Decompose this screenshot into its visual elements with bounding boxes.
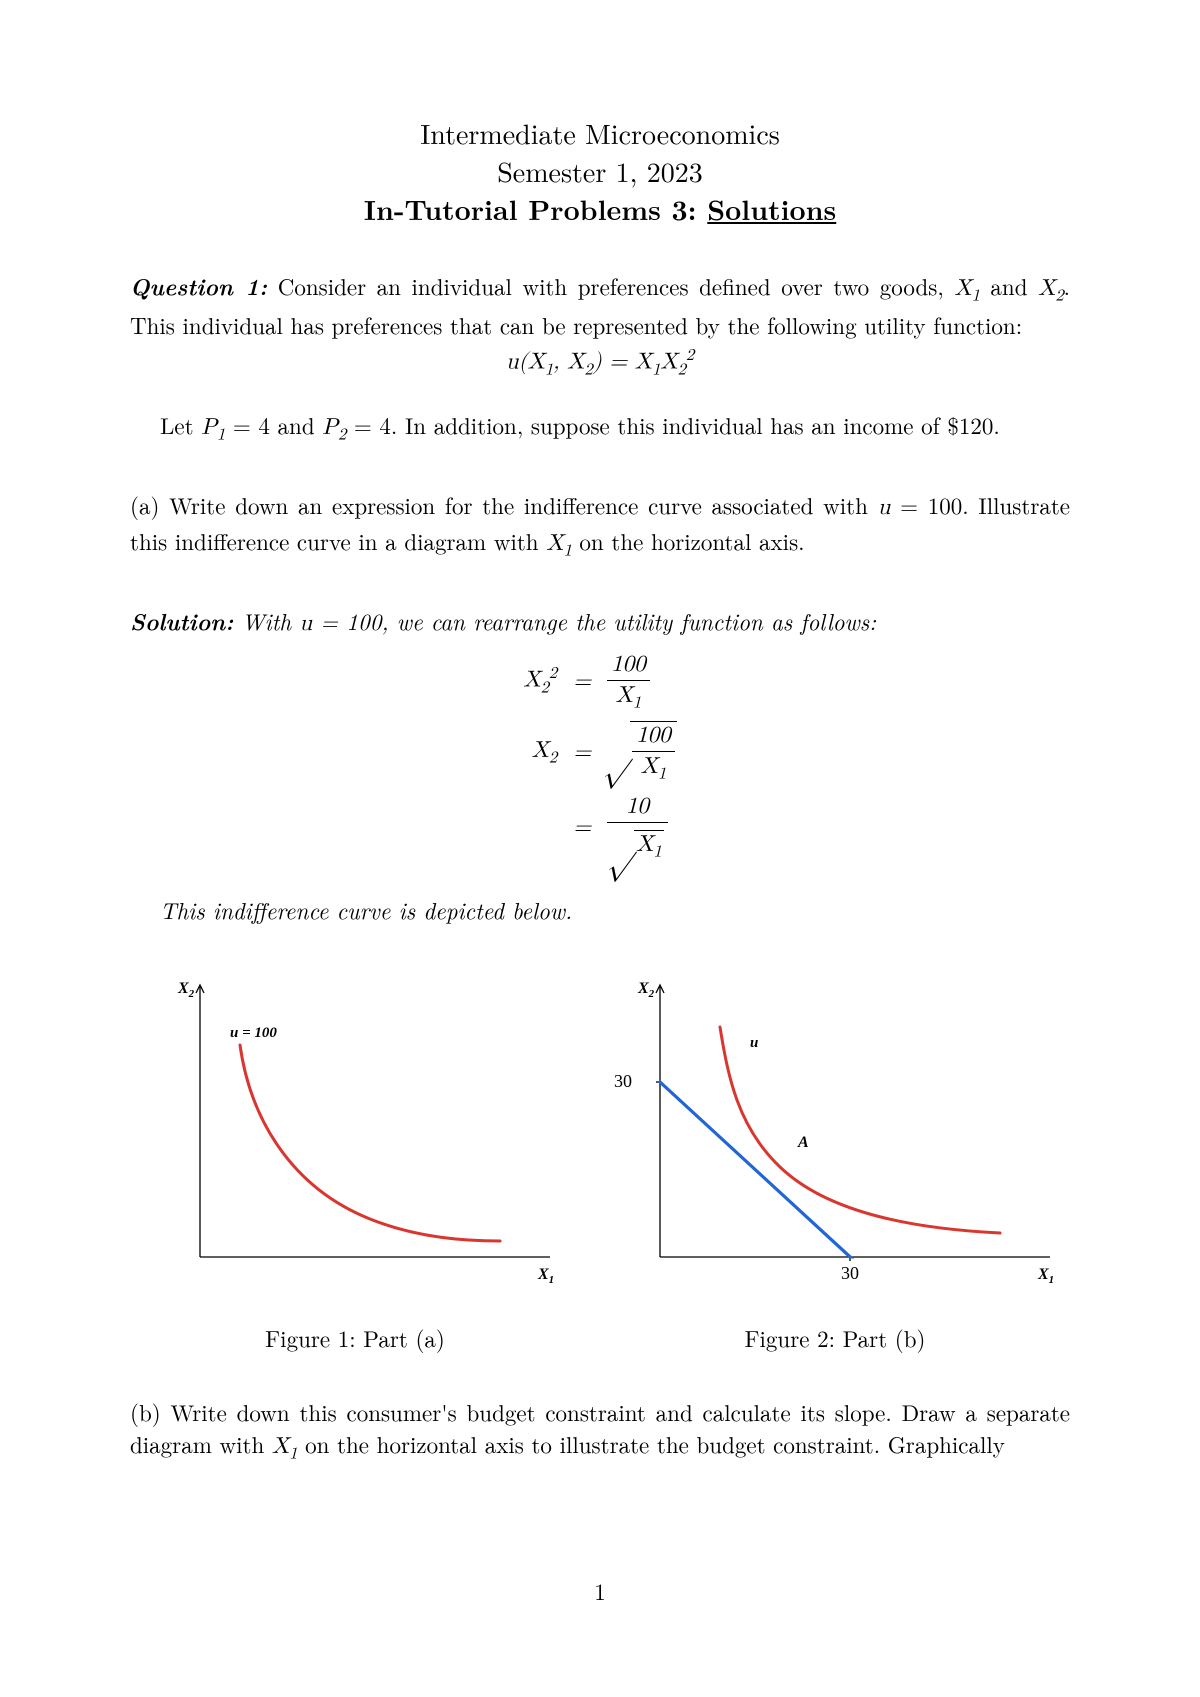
solution-paragraph: Solution: With u = 100, we can rearrange…	[130, 605, 1070, 640]
fig1-y-label: X2	[177, 980, 195, 1000]
title-line-2: Semester 1, 2023	[130, 153, 1070, 191]
deriv-rhs1: 100X1	[601, 647, 683, 718]
derivation-table: X22 = 100X1 X2 = √100X1 = 10√X1	[517, 647, 682, 867]
var-x2: X2	[1038, 277, 1064, 300]
let-line: Let P1 = 4 and P2 = 4. In addition, supp…	[130, 409, 1070, 448]
deriv-lhs2: X2	[517, 717, 563, 789]
utility-eq: u(X1, X2) = X1X22	[506, 347, 694, 380]
page: Intermediate Microeconomics Semester 1, …	[0, 0, 1200, 1697]
eq-sign: =	[563, 789, 601, 867]
figure-1-cell: X2 X1 u = 100 Figure 1: Part (a)	[130, 967, 580, 1354]
figure-1-svg: X2 X1 u = 100	[140, 967, 570, 1297]
fig2-point-a-label: A	[797, 1134, 809, 1151]
deriv-rhs2: √100X1	[601, 717, 683, 789]
title-prefix: In-Tutorial Problems 3:	[364, 189, 708, 229]
derivation-equations: X22 = 100X1 X2 = √100X1 = 10√X1	[130, 647, 1070, 867]
document-header: Intermediate Microeconomics Semester 1, …	[130, 115, 1070, 228]
title-line-3: In-Tutorial Problems 3: Solutions	[130, 191, 1070, 229]
solution-text: With u = 100, we can rearrange the utili…	[233, 604, 876, 637]
figures-row: X2 X1 u = 100 Figure 1: Part (a) X2 X1 3…	[130, 967, 1070, 1354]
fig2-x-label: X1	[1037, 1266, 1054, 1286]
fig1-curve-label: u = 100	[230, 1025, 277, 1041]
eq-sign: =	[563, 717, 601, 789]
fig2-y-label: X2	[637, 980, 655, 1000]
figure-2-cell: X2 X1 30 30 u A Figure 2: Part (b)	[600, 967, 1070, 1354]
title-line-1: Intermediate Microeconomics	[130, 115, 1070, 153]
fig2-y-tick-30: 30	[614, 1071, 632, 1091]
question-1-paragraph: Question 1: Consider an individual with …	[130, 270, 1070, 341]
fig2-red-curve	[720, 1027, 1000, 1233]
depicted-line: This indifference curve is depicted belo…	[130, 894, 1070, 926]
question-label: Question 1:	[130, 270, 267, 303]
solution-label: Solution:	[130, 605, 233, 638]
figure-2-svg: X2 X1 30 30 u A	[600, 967, 1070, 1297]
fig2-u-label: u	[750, 1035, 758, 1051]
deriv-rhs3: 10√X1	[601, 789, 683, 867]
fig2-blue-budget-line-main	[660, 1082, 850, 1257]
part-b-text: (b) Write down this consumer's budget co…	[130, 1396, 1070, 1467]
title-solutions: Solutions	[707, 189, 836, 229]
var-x1: X1	[954, 277, 980, 300]
figure-1-caption: Figure 1: Part (a)	[265, 1321, 445, 1354]
fig2-x-tick-30: 30	[841, 1263, 859, 1283]
fig1-x-label: X1	[537, 1266, 554, 1286]
deriv-lhs1: X22	[517, 647, 563, 718]
q1-and: and	[980, 269, 1038, 302]
figure-2-caption: Figure 2: Part (b)	[745, 1321, 926, 1354]
page-number: 1	[0, 1574, 1200, 1607]
utility-function-equation: u(X1, X2) = X1X22	[130, 347, 1070, 380]
part-a-text: (a) Write down an expression for the ind…	[130, 489, 1070, 563]
q1-text-a: Consider an individual with preferences …	[267, 269, 954, 302]
eq-sign: =	[563, 647, 601, 718]
fig1-red-curve	[240, 1045, 500, 1241]
